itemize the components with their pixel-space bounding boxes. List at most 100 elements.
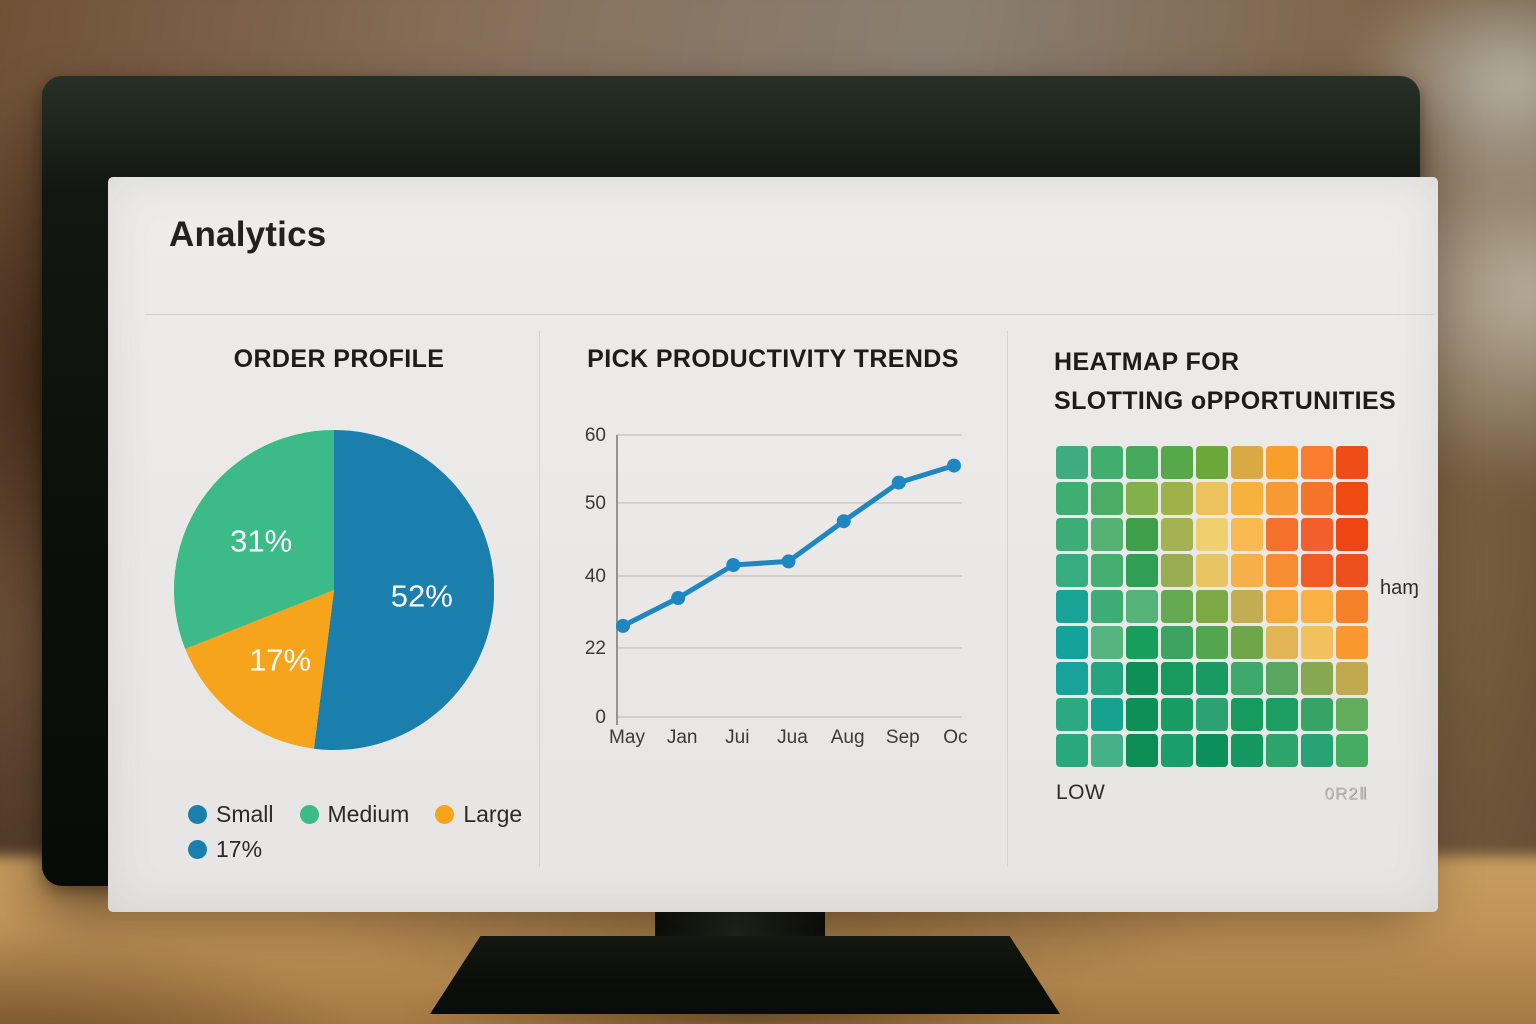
heatmap-cell-r3c4	[1196, 554, 1228, 587]
heatmap-cell-r7c6	[1266, 698, 1298, 731]
heatmap-cell-r0c5	[1231, 446, 1263, 479]
heatmap-cell-r7c2	[1126, 698, 1158, 731]
heatmap-cell-r3c5	[1231, 554, 1263, 587]
x-tick-label: Aug	[831, 727, 865, 747]
heatmap-cell-r1c6	[1266, 482, 1298, 515]
dashboard-screen: Analytics ORDER PROFILE 52% 17% 31% Small M…	[108, 177, 1438, 912]
heatmap-cell-r6c3	[1161, 662, 1193, 695]
heatmap-cell-r2c8	[1336, 518, 1368, 551]
heatmap-cell-r5c2	[1126, 626, 1158, 659]
x-tick-label: Sep	[886, 727, 920, 747]
column-divider-1	[539, 331, 540, 867]
legend-label: Small	[216, 801, 274, 827]
heatmap-cell-r8c7	[1301, 734, 1333, 767]
heatmap-cell-r4c6	[1266, 590, 1298, 623]
data-point	[726, 558, 741, 572]
heatmap-cell-r3c7	[1301, 554, 1333, 587]
data-point	[781, 554, 796, 569]
heatmap-cell-r4c2	[1126, 590, 1158, 623]
column-divider-2	[1007, 331, 1008, 867]
heatmap-cell-r5c3	[1161, 626, 1193, 659]
x-tick-label: Jua	[777, 727, 808, 747]
legend-item-17: 17%	[188, 836, 262, 863]
heatmap-cell-r7c8	[1336, 698, 1368, 731]
monitor-bezel: Analytics ORDER PROFILE 52% 17% 31% Small M…	[42, 76, 1438, 912]
legend-dot	[188, 840, 207, 859]
heatmap-cell-r8c4	[1196, 734, 1228, 767]
heatmap-cell-r0c8	[1336, 446, 1368, 479]
heatmap-grid	[1056, 446, 1368, 767]
heatmap-cell-r1c8	[1336, 482, 1368, 515]
heatmap-cell-r7c1	[1091, 698, 1123, 731]
heatmap-cell-r5c7	[1301, 626, 1333, 659]
x-tick-label: Oct	[943, 727, 967, 747]
heatmap-cell-r1c7	[1301, 482, 1333, 515]
legend-dot	[435, 805, 455, 824]
monitor-stand-base	[430, 936, 1060, 1014]
x-tick-label: Jui	[725, 727, 749, 747]
heatmap-cell-r4c5	[1231, 590, 1263, 623]
heatmap-cell-r7c5	[1231, 698, 1263, 731]
pie-slice-large	[185, 590, 334, 749]
heatmap-right-label: haɱ	[1380, 577, 1419, 599]
data-point	[671, 591, 686, 605]
heatmap-cell-r7c3	[1161, 698, 1193, 731]
heatmap-cell-r2c6	[1266, 518, 1298, 551]
heatmap-cell-r6c2	[1126, 662, 1158, 695]
heatmap-cell-r2c0	[1056, 518, 1088, 551]
heatmap-cell-r8c5	[1231, 734, 1263, 767]
legend-item-small: Small	[188, 801, 274, 828]
legend-label: Medium	[327, 801, 410, 827]
y-tick-label: 0	[595, 707, 606, 728]
heatmap-cell-r8c8	[1336, 734, 1368, 767]
legend-dot	[188, 805, 207, 824]
data-point	[836, 514, 851, 529]
heatmap-cell-r2c4	[1196, 518, 1228, 551]
heatmap-cell-r8c3	[1161, 734, 1193, 767]
heatmap-cell-r7c0	[1056, 698, 1088, 731]
heatmap-cell-r1c0	[1056, 482, 1088, 515]
legend-dot	[299, 805, 319, 824]
heatmap-cell-r8c0	[1056, 734, 1088, 767]
data-point	[616, 618, 630, 633]
heatmap-cell-r8c6	[1266, 734, 1298, 767]
pie-chart: 52% 17% 31%	[174, 430, 494, 750]
panel-title-heatmap: HEATMAP FOR SLOTTING oPPORTUNITIES	[1054, 343, 1396, 421]
pie-slice-value-label: 31%	[230, 524, 292, 559]
heatmap-cell-r1c5	[1231, 482, 1263, 515]
legend-label: Large	[463, 801, 523, 827]
heatmap-cell-r1c1	[1091, 482, 1123, 515]
panel-title-productivity: PICK PRODUCTIVITY TRENDS	[587, 345, 959, 373]
heatmap-cell-r7c4	[1196, 698, 1228, 731]
heatmap-cell-r5c8	[1336, 626, 1368, 659]
y-tick-label: 50	[585, 493, 606, 514]
heatmap-bottom-labels: LOW 0R2Ⅱ	[1056, 781, 1368, 805]
y-tick-label: 40	[585, 566, 606, 587]
heatmap-cell-r0c6	[1266, 446, 1298, 479]
heatmap-cell-r2c3	[1161, 518, 1193, 551]
heatmap-cell-r3c3	[1161, 554, 1193, 587]
panel-title-order-profile: ORDER PROFILE	[233, 345, 445, 373]
heatmap-title-line1: HEATMAP FOR	[1054, 348, 1240, 376]
y-tick-label: 60	[585, 427, 606, 446]
heatmap-cell-r6c7	[1301, 662, 1333, 695]
heatmap-cell-r2c5	[1231, 518, 1263, 551]
x-tick-label: May	[609, 727, 645, 747]
heatmap-cell-r0c2	[1126, 446, 1158, 479]
pie-slice-value-label: 17%	[249, 643, 311, 678]
page-title: Analytics	[169, 215, 327, 254]
heatmap-cell-r6c8	[1336, 662, 1368, 695]
y-tick-label: 22	[585, 638, 606, 659]
heatmap-bottom-right-label: 0R2Ⅱ	[1324, 784, 1368, 803]
header-divider	[145, 314, 1434, 315]
heatmap-cell-r6c4	[1196, 662, 1228, 695]
heatmap-cell-r5c4	[1196, 626, 1228, 659]
legend-item-medium: Medium	[299, 801, 410, 828]
heatmap-cell-r4c8	[1336, 590, 1368, 623]
heatmap-cell-r4c4	[1196, 590, 1228, 623]
pie-legend: Small Medium Large 17%	[188, 801, 540, 863]
heatmap-cell-r4c3	[1161, 590, 1193, 623]
heatmap-cell-r3c2	[1126, 554, 1158, 587]
x-tick-label: Jan	[667, 727, 698, 747]
